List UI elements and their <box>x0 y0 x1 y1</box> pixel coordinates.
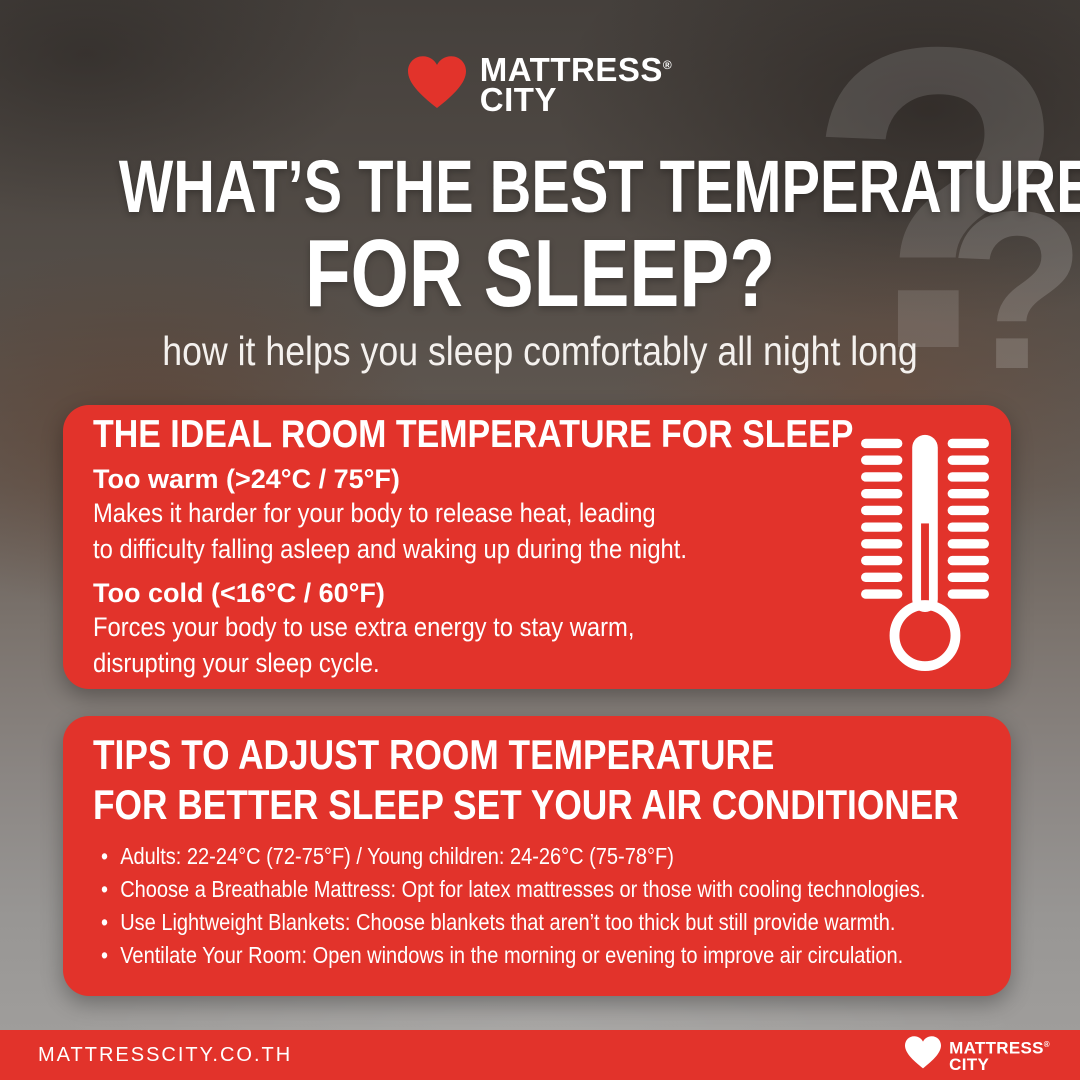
page-title: WHAT’S THE BEST TEMPERATURE FOR SLEEP? <box>0 148 1080 322</box>
brand-word-mattress: MATTRESS <box>949 1038 1044 1058</box>
question-mark-watermark-large: ? <box>806 0 1069 439</box>
registered-mark: ® <box>662 58 673 72</box>
bullet-icon: • <box>101 876 109 902</box>
ideal-temperature-card: THE IDEAL ROOM TEMPERATURE FOR SLEEP Too… <box>63 405 1011 689</box>
subtitle: how it helps you sleep comfortably all n… <box>162 328 918 374</box>
list-item: • Choose a Breathable Mattress: Opt for … <box>101 873 925 906</box>
too-warm-label: Too warm (>24°C / 75°F) <box>93 464 400 494</box>
registered-mark: ® <box>1043 1040 1050 1050</box>
brand-word-mattress: MATTRESS <box>479 51 663 88</box>
brand-word-city: CITY <box>949 1054 990 1074</box>
bullet-icon: • <box>101 843 109 869</box>
tip-text: Adults: 22-24°C (72-75°F) / Young childr… <box>120 843 674 869</box>
bullet-icon: • <box>101 909 109 935</box>
too-cold-label: Too cold (<16°C / 60°F) <box>93 578 385 608</box>
title-line-1: WHAT’S THE BEST TEMPERATURE <box>118 145 1080 228</box>
tip-text: Use Lightweight Blankets: Choose blanket… <box>120 909 896 935</box>
footer-bar: MATTRESSCITY.CO.TH MATTRESS® CITY <box>0 1030 1080 1080</box>
tip-text: Ventilate Your Room: Open windows in the… <box>120 942 904 968</box>
list-item: • Adults: 22-24°C (72-75°F) / Young chil… <box>101 840 867 873</box>
brand-word-city: CITY <box>479 81 557 118</box>
brand-lockup-footer: MATTRESS® CITY <box>905 1036 1050 1074</box>
brand-wordmark: MATTRESS® CITY <box>479 50 673 118</box>
question-mark-watermark-small: ? <box>948 164 1080 416</box>
tips-list: • Adults: 22-24°C (72-75°F) / Young chil… <box>93 840 981 972</box>
tips-heading-line-2: FOR BETTER SLEEP SET YOUR AIR CONDITIONE… <box>93 781 959 828</box>
too-warm-body: Makes it harder for your body to release… <box>93 498 687 564</box>
list-item: • Use Lightweight Blankets: Choose blank… <box>101 906 895 939</box>
brand-wordmark: MATTRESS® CITY <box>949 1037 1050 1073</box>
website-url: MATTRESSCITY.CO.TH <box>38 1043 293 1066</box>
list-item: • Ventilate Your Room: Open windows in t… <box>101 939 903 972</box>
title-line-2: FOR SLEEP? <box>304 220 776 327</box>
heart-icon <box>407 56 466 109</box>
bullet-icon: • <box>101 942 109 968</box>
too-cold-body: Forces your body to use extra energy to … <box>93 612 635 678</box>
tips-card: TIPS TO ADJUST ROOM TEMPERATURE FOR BETT… <box>63 716 1011 996</box>
tip-text: Choose a Breathable Mattress: Opt for la… <box>120 876 926 902</box>
brand-lockup-top: MATTRESS® CITY <box>0 50 1080 118</box>
heart-icon <box>905 1036 942 1074</box>
thermometer-icon <box>851 427 999 673</box>
tips-heading-line-1: TIPS TO ADJUST ROOM TEMPERATURE <box>93 731 775 778</box>
ideal-temperature-heading: THE IDEAL ROOM TEMPERATURE FOR SLEEP <box>93 413 854 456</box>
